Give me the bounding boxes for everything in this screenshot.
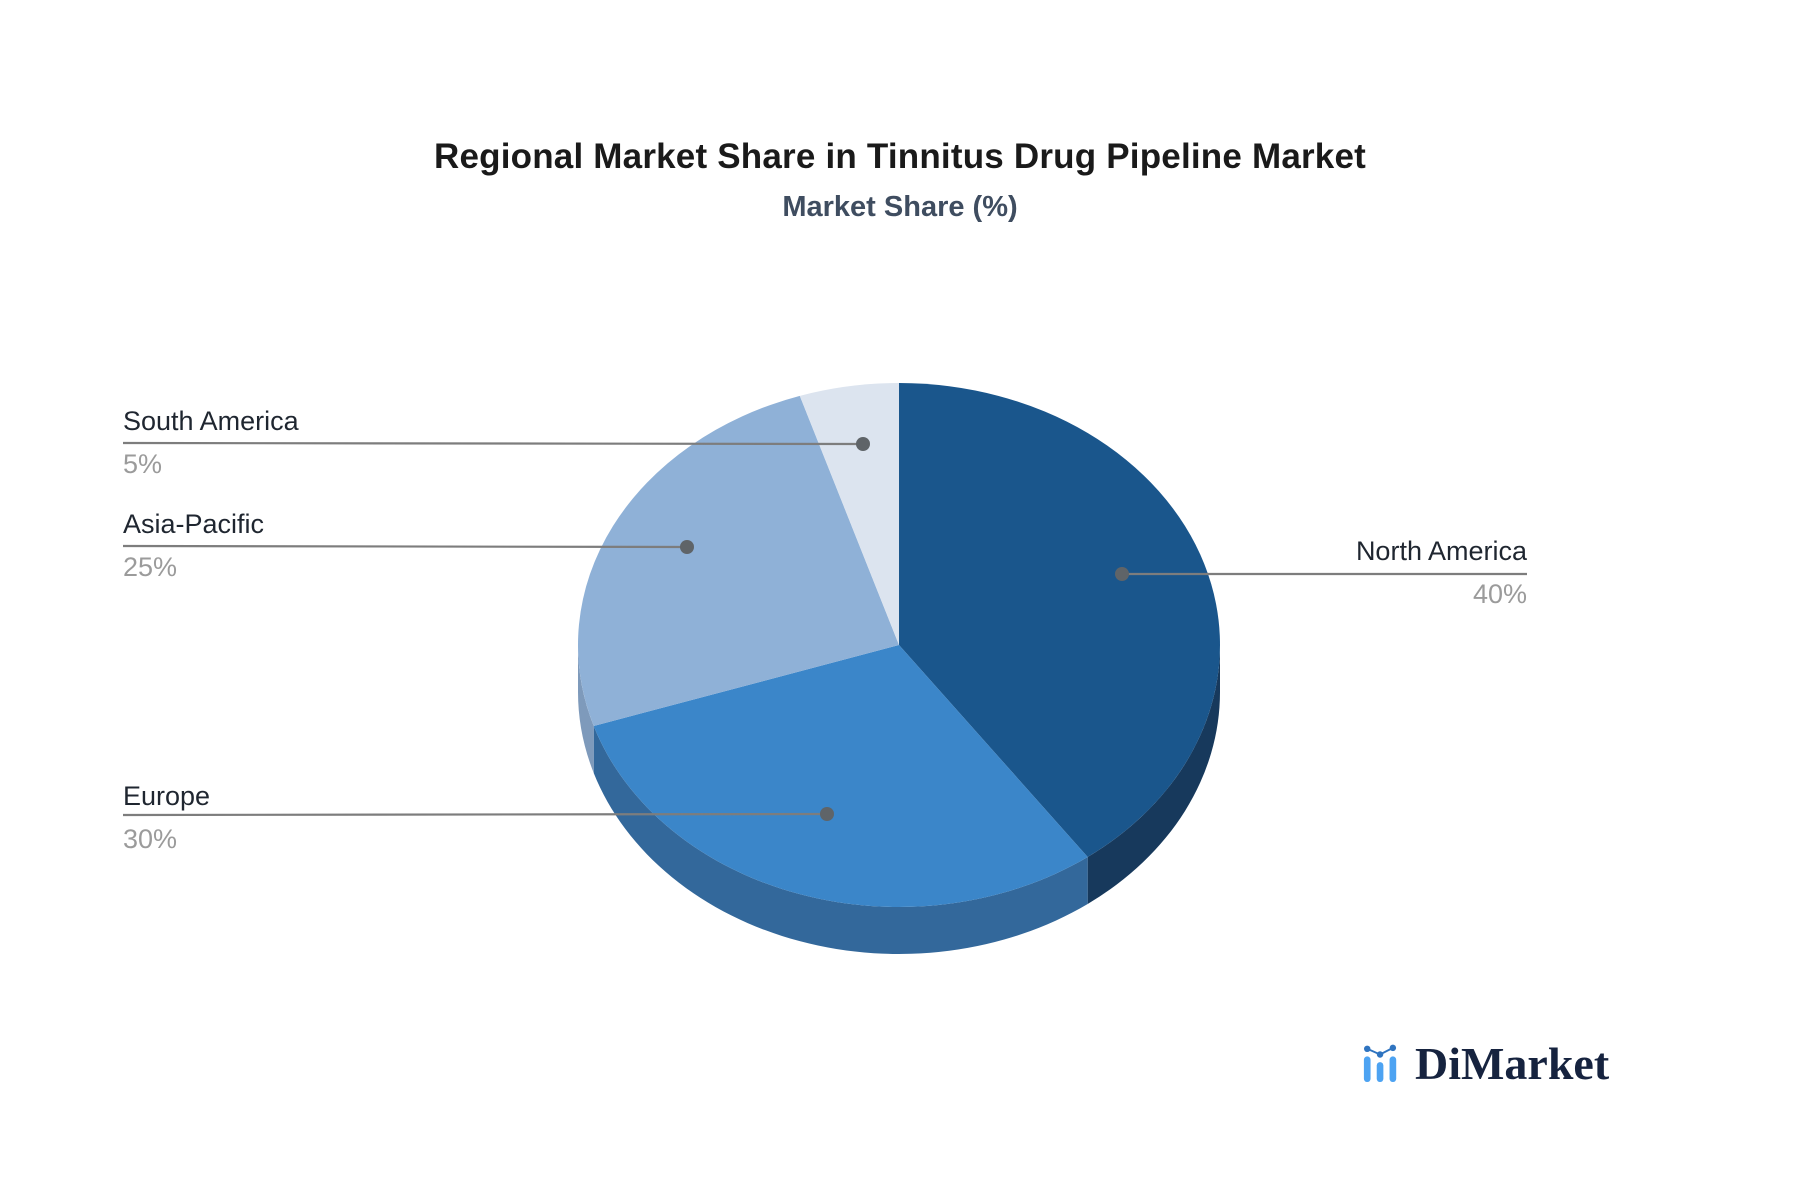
leader-line-south-america <box>122 441 864 446</box>
pie-slice-asia-pacific <box>578 395 899 726</box>
callout-south-america: South America 5% <box>123 406 299 480</box>
slice-percent-north-america: 40% <box>1472 579 1527 609</box>
bar-line-chart-icon <box>1363 1044 1397 1083</box>
callout-north-america: North America 40% <box>1356 536 1527 610</box>
leader-dot-north-america <box>1115 567 1129 581</box>
slice-label-asia-pacific: Asia-Pacific <box>123 509 265 539</box>
chart-title: Regional Market Share in Tinnitus Drug P… <box>433 137 1366 176</box>
logo-wordmark: DiMarket <box>1415 1038 1610 1089</box>
pie-slice-side-north-america <box>1087 645 1220 904</box>
slice-percent-south-america: 5% <box>123 449 163 479</box>
pie-slice-side-europe <box>593 725 1088 954</box>
slice-label-europe: Europe <box>123 781 211 811</box>
slice-label-north-america: North America <box>1355 536 1527 566</box>
pie-slice-north-america <box>899 383 1220 857</box>
pie-slice-south-america <box>799 383 899 645</box>
pie-slice-europe <box>593 645 1088 907</box>
slice-percent-asia-pacific: 25% <box>123 552 178 582</box>
chart-subtitle: Market Share (%) <box>782 191 1018 223</box>
leader-dot-south-america <box>856 437 870 451</box>
leader-dot-europe <box>820 807 834 821</box>
callout-europe: Europe 30% <box>123 781 210 855</box>
slice-percent-europe: 30% <box>123 824 178 854</box>
callout-asia-pacific: Asia-Pacific 25% <box>123 509 264 583</box>
slice-label-south-america: South America <box>123 406 299 436</box>
leader-line-europe <box>122 812 828 817</box>
pie-slice-side-asia-pacific <box>578 645 594 773</box>
dimarket-logo: DiMarket <box>1362 1040 1609 1088</box>
leader-dot-asia-pacific <box>680 540 694 554</box>
leader-line-asia-pacific <box>122 544 688 549</box>
